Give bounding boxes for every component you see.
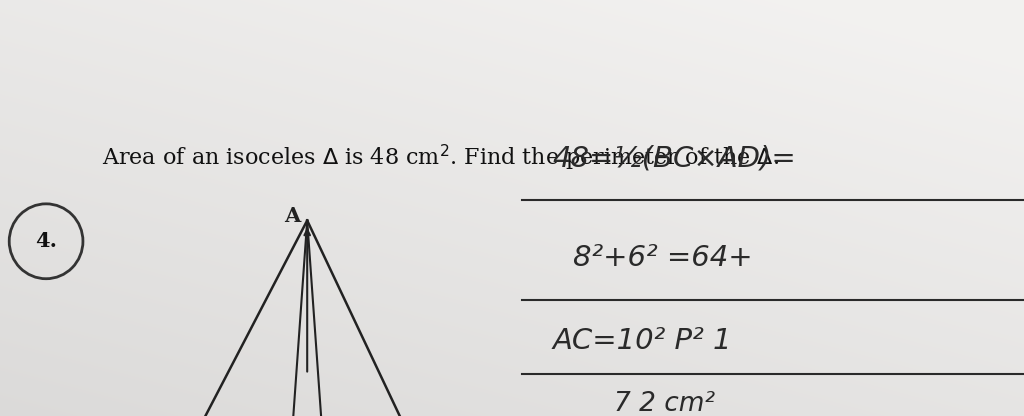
Text: 7 2 cm²: 7 2 cm² — [614, 391, 716, 416]
Text: 48=½(BC×AD)=: 48=½(BC×AD)= — [553, 144, 797, 172]
Text: AC=10² P² 1: AC=10² P² 1 — [553, 327, 732, 355]
Text: Area of an isoceles $\Delta$ is 48 cm$^2$. Find the perimeter of the $\Delta$.: Area of an isoceles $\Delta$ is 48 cm$^2… — [102, 143, 779, 173]
Text: A: A — [284, 206, 300, 226]
Text: 8²+6² =64+: 8²+6² =64+ — [573, 244, 753, 272]
Text: 4.: 4. — [35, 231, 57, 251]
